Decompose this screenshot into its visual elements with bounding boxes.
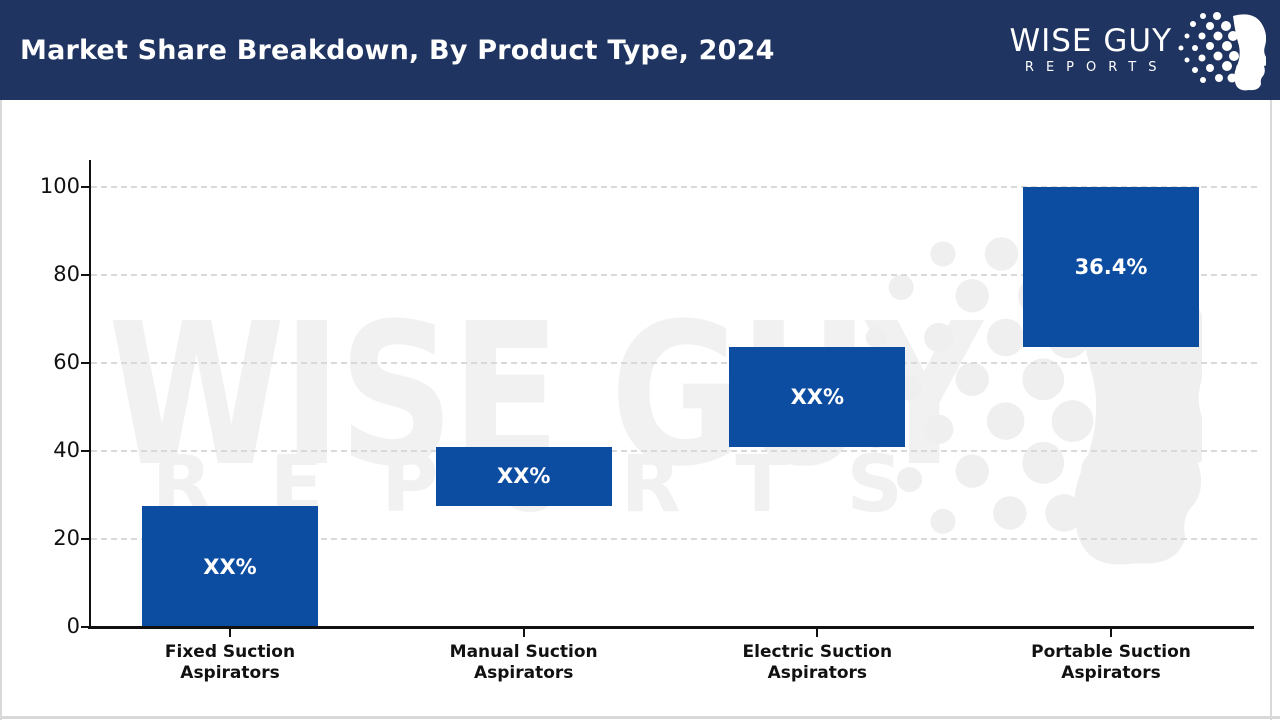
bar-value-label: XX% xyxy=(790,384,845,409)
brand-subname: REPORTS xyxy=(1024,60,1169,75)
x-category-label: Fixed Suction Aspirators xyxy=(100,642,360,684)
bar-4[interactable]: 36.4% xyxy=(1023,187,1199,348)
header-bar: Market Share Breakdown, By Product Type,… xyxy=(0,0,1280,100)
x-category-label-line: Portable Suction xyxy=(1031,642,1191,662)
y-tick-label: 80 xyxy=(53,262,80,286)
y-tick-mark xyxy=(81,450,89,452)
y-tick-mark xyxy=(81,626,89,628)
y-tick-mark xyxy=(81,274,89,276)
y-tick-mark xyxy=(81,362,89,364)
x-category-label-line: Electric Suction xyxy=(742,642,893,662)
gridline-60 xyxy=(91,362,1257,364)
frame-edge-left xyxy=(0,100,2,720)
gridline-100 xyxy=(91,186,1257,188)
y-tick-label: 100 xyxy=(39,174,80,198)
bar-2[interactable]: XX% xyxy=(435,446,612,506)
brand-wordmark: WISE GUY REPORTS xyxy=(1009,23,1172,75)
brand-name: WISE GUY xyxy=(1009,23,1172,59)
bar-1[interactable]: XX% xyxy=(142,506,318,627)
gridline-20 xyxy=(91,538,1257,540)
frame-edge-bottom xyxy=(0,716,1280,719)
frame-edge-right xyxy=(1270,100,1272,720)
x-category-label: Electric Suction Aspirators xyxy=(687,642,947,684)
x-category-label-line: Aspirators xyxy=(1061,662,1161,683)
y-axis-line xyxy=(89,160,91,628)
gridline-80 xyxy=(91,274,1257,276)
brand-logo: WISE GUY REPORTS xyxy=(1009,8,1266,92)
y-tick-mark xyxy=(81,538,89,540)
x-tick-mark xyxy=(229,629,231,637)
y-tick-label: 60 xyxy=(53,350,80,374)
y-tick-label: 20 xyxy=(53,526,80,550)
x-tick-mark xyxy=(522,629,525,637)
page-title: Market Share Breakdown, By Product Type,… xyxy=(20,34,775,66)
bar-value-label: XX% xyxy=(496,464,551,489)
y-tick-label: 40 xyxy=(53,438,80,462)
x-tick-mark xyxy=(816,629,819,637)
dot-face-icon xyxy=(1178,12,1266,91)
x-category-label: Manual Suction Aspirators xyxy=(394,642,654,684)
bar-value-label: XX% xyxy=(203,554,257,579)
x-category-label: Portable Suction Aspirators xyxy=(981,642,1241,684)
y-tick-mark xyxy=(81,186,89,188)
x-category-label-line: Manual Suction xyxy=(449,642,598,662)
bar-value-label: 36.4% xyxy=(1074,255,1148,280)
x-category-label-line: Aspirators xyxy=(767,662,868,683)
x-category-label-line: Aspirators xyxy=(180,662,280,683)
gridline-40 xyxy=(91,450,1257,452)
x-axis-line xyxy=(88,626,1254,629)
x-category-label-line: Fixed Suction xyxy=(164,642,296,662)
bar-3[interactable]: XX% xyxy=(729,347,906,447)
y-tick-label: 0 xyxy=(66,614,80,638)
x-category-label-line: Aspirators xyxy=(473,662,574,683)
x-tick-mark xyxy=(1110,629,1112,637)
